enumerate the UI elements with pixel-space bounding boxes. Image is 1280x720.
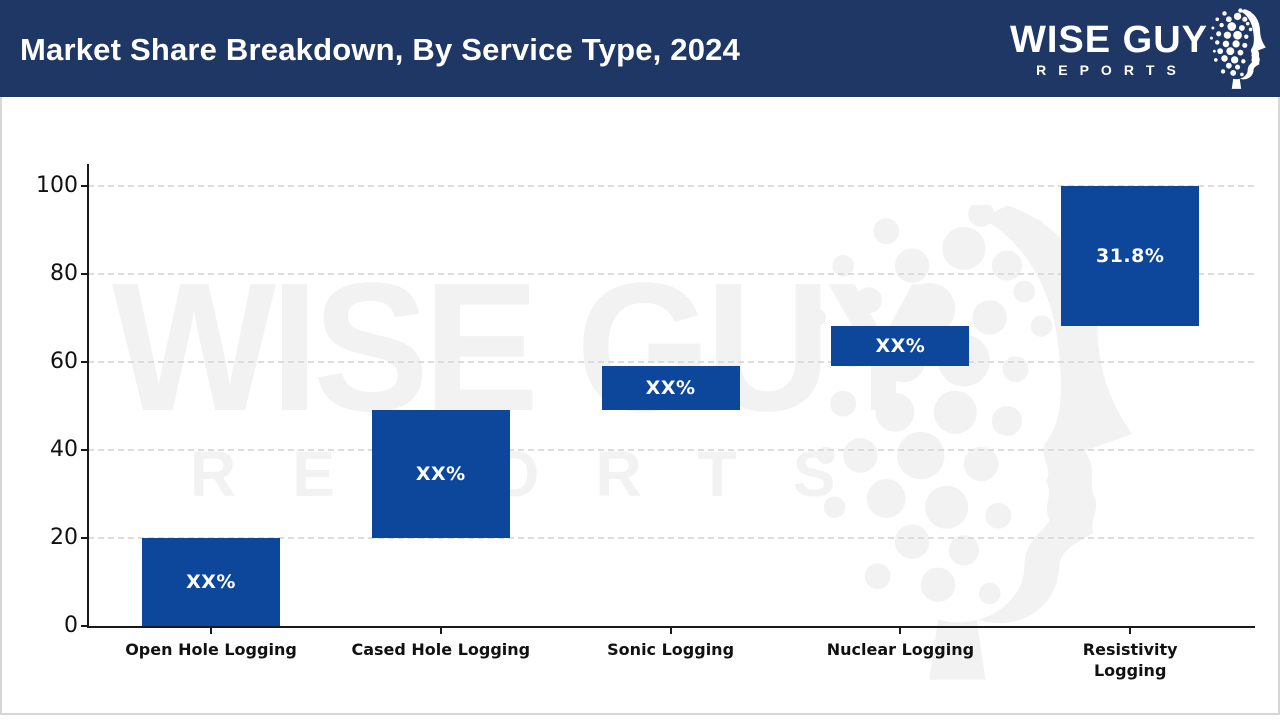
watermark-wordmark: WISE GUY [112,244,941,449]
bar-open-hole-logging [142,538,280,626]
y-axis-line [87,164,89,628]
x-category-label: Sonic Logging [607,640,735,659]
y-gridline [88,537,1254,539]
y-gridline [88,185,1254,187]
y-tick [81,185,88,187]
x-tick [439,627,442,634]
y-gridline [88,449,1254,451]
logo-subtitle: REPORTS [1036,61,1188,78]
header-bar: Market Share Breakdown, By Service Type,… [0,0,1280,97]
y-gridline [88,273,1254,275]
waterfall-chart: 0 20 40 60 80 100 XX% Open Hole Logging XX% Cased… [0,97,1280,714]
y-tick-label: 40 [50,437,78,462]
x-tick [1129,627,1132,634]
y-tick [81,449,88,451]
x-tick [899,627,902,634]
y-tick-label: 100 [36,173,78,198]
bar-value-label: 31.8% [1095,244,1165,267]
x-category-label: Open Hole Logging [125,640,297,659]
x-tick [210,627,212,634]
x-category-label: Cased Hole Logging [351,640,531,659]
bar-resistivity-logging [1061,186,1200,326]
y-tick [81,361,88,363]
y-tick-label: 20 [50,525,78,550]
y-tick-label: 60 [50,349,78,374]
y-tick [81,625,88,627]
y-tick-label: 0 [64,613,78,638]
x-tick [669,627,672,634]
logo-text: WISE GUY REPORTS [1010,21,1208,78]
y-tick-label: 80 [50,261,78,286]
watermark-subtitle: REPORTS [190,438,892,510]
logo-wordmark: WISE GUY [1009,18,1208,61]
bar-value-label: XX% [415,463,466,486]
bar-cased-hole-logging [371,410,510,538]
wise-guy-logo: WISE GUY REPORTS [1010,4,1268,94]
x-category-label: Nuclear Logging [826,640,975,659]
bar-sonic-logging [601,366,740,411]
bar-nuclear-logging [831,325,970,367]
page-title: Market Share Breakdown, By Service Type,… [20,32,741,67]
x-category-label: Resistivity Logging [1082,640,1178,680]
y-gridline [88,361,1254,363]
head-silhouette-icon [1210,7,1268,91]
frame-border-bottom [0,713,1280,715]
bar-value-label: XX% [875,335,926,358]
frame-border-left [0,97,2,715]
y-tick [81,537,88,539]
y-tick [81,273,88,275]
bar-value-label: XX% [186,571,236,593]
bar-value-label: XX% [645,377,696,400]
frame-border-right [1278,97,1280,715]
x-axis-line [87,626,1255,628]
